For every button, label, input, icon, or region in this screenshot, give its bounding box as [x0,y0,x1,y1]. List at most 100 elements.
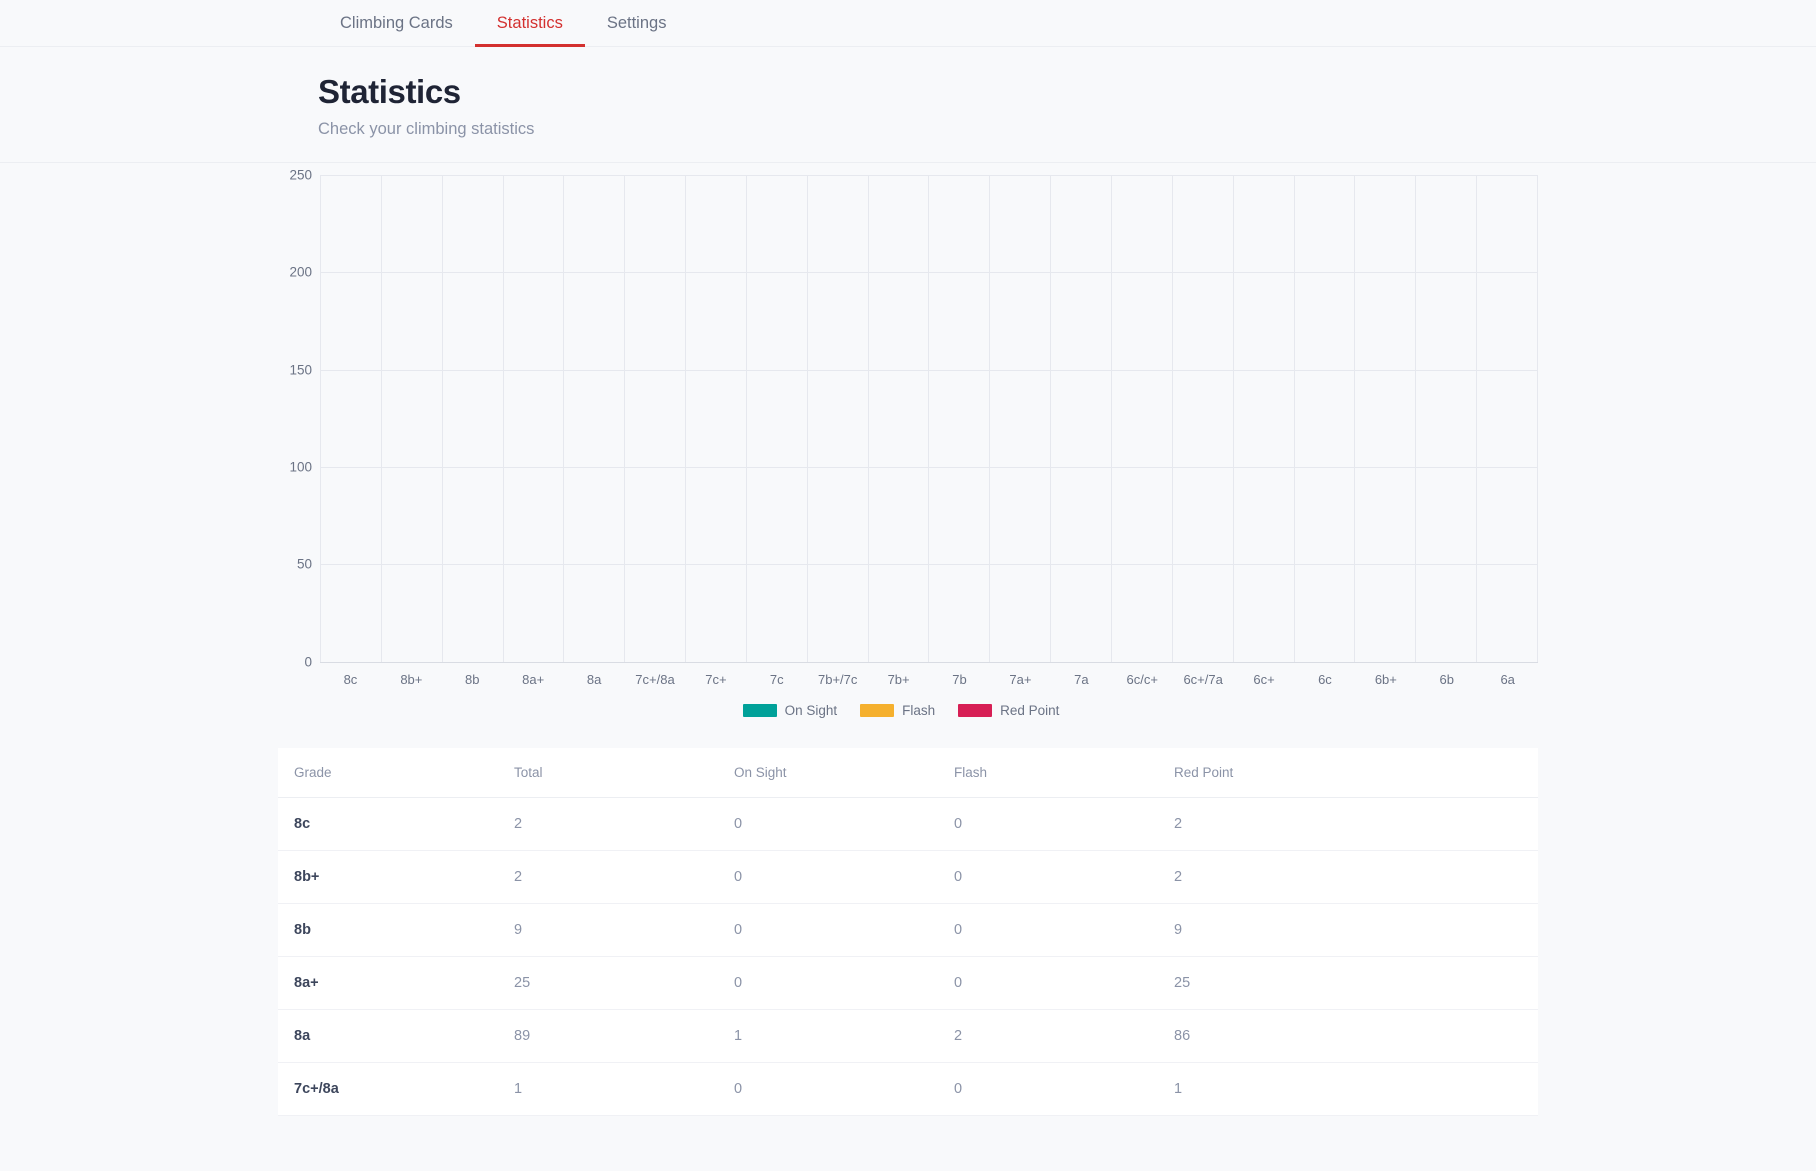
y-axis-tick-label: 50 [296,556,312,572]
column-header-total[interactable]: Total [498,747,718,798]
chart-plot-area: 0 50 100 150 200 250 [289,167,1538,669]
table-row[interactable]: 8b+ 2 0 0 2 [278,850,1538,904]
statistics-chart: 0 50 100 150 200 250 8c 8b+ 8b 8a+ 8a 7c+/8a 7c+ 7c 7… [278,163,1538,718]
cell-on-sight: 0 [718,850,938,904]
column-header-on-sight[interactable]: On Sight [718,747,938,798]
statistics-table-card: Grade Total On Sight Flash Red Point 8c 2 0 0 2 8… [278,747,1538,1116]
cell-red-point: 9 [1158,903,1538,957]
chart-column [867,174,929,662]
x-axis-tick-label: 6b [1439,671,1454,687]
cell-grade: 8c [278,797,498,851]
chart-column [1354,174,1415,662]
chart-column [1050,174,1111,662]
x-axis-tick-label: 8b+ [400,671,423,687]
table-row[interactable]: 8c 2 0 0 2 [278,797,1538,851]
y-axis-tick-label: 150 [289,362,312,378]
cell-red-point: 86 [1158,1009,1538,1063]
chart-legend: On Sight Flash Red Point [278,703,1538,718]
cell-grade: 8a [278,1009,498,1063]
cell-total: 1 [498,1062,718,1116]
tab-climbing-cards[interactable]: Climbing Cards [318,14,475,48]
cell-grade: 8a+ [278,956,498,1010]
legend-label: On Sight [784,702,838,718]
chart-column [563,174,624,662]
x-axis-tick-label: 6c [1318,671,1332,687]
cell-total: 2 [498,850,718,904]
cell-grade: 8b+ [278,850,498,904]
chart-column [1476,174,1538,662]
x-axis-tick-label: 7b+/7c [818,671,858,687]
chart-column [1110,174,1172,662]
cell-red-point: 25 [1158,956,1538,1010]
cell-flash: 0 [938,903,1158,957]
chart-column [624,174,685,662]
y-axis-tick-label: 200 [289,264,312,280]
chart-column [745,174,807,662]
legend-label: Flash [902,702,936,718]
column-header-grade[interactable]: Grade [278,747,498,798]
legend-swatch [742,703,777,717]
y-axis-tick-label: 250 [289,167,312,183]
chart-column [806,174,868,662]
x-axis-tick-label: 7c+/8a [635,671,675,687]
legend-item-red-point[interactable]: Red Point [958,703,1059,718]
x-axis-tick-label: 6c/c+ [1126,671,1158,687]
x-axis-tick-label: 7c [769,671,784,687]
page-content: 0 50 100 150 200 250 8c 8b+ 8b 8a+ 8a 7c+/8a 7c+ 7c 7… [0,162,1816,1171]
cell-flash: 0 [938,1062,1158,1116]
cell-grade: 7c+/8a [278,1062,498,1116]
chart-column [320,174,381,662]
x-axis-tick-label: 7b+ [887,671,910,687]
cell-on-sight: 0 [718,797,938,851]
chart-column [502,174,564,662]
cell-flash: 0 [938,850,1158,904]
x-axis-tick-label: 8b [465,671,480,687]
table-row[interactable]: 7c+/8a 1 0 0 1 [278,1062,1538,1116]
table-header: Grade Total On Sight Flash Red Point [278,747,1538,798]
chart-column [989,174,1050,662]
cell-total: 89 [498,1009,718,1063]
tab-statistics[interactable]: Statistics [474,14,585,47]
table-row[interactable]: 8a+ 25 0 0 25 [278,956,1538,1010]
cell-red-point: 1 [1158,1062,1538,1116]
x-axis-tick-label: 8a [586,671,602,687]
y-axis-tick-label: 100 [289,459,312,475]
x-axis-tick-label: 6b+ [1374,671,1397,687]
legend-swatch [860,703,895,717]
cell-red-point: 2 [1158,797,1538,851]
x-axis-tick-label: 6c+ [1253,671,1275,687]
chart-column [380,174,442,662]
cell-on-sight: 0 [718,956,938,1010]
chart-x-axis: 8c 8b+ 8b 8a+ 8a 7c+/8a 7c+ 7c 7b+/7c 7b+ 7b 7a+ 7a 6… [320,672,1538,687]
cell-on-sight: 0 [718,1062,938,1116]
column-header-flash[interactable]: Flash [938,747,1158,798]
page-subtitle: Check your climbing statistics [318,119,535,138]
page-header: Statistics Check your climbing statistic… [0,47,1816,163]
chart-column [1293,174,1355,662]
tab-settings[interactable]: Settings [585,14,689,48]
chart-column [441,174,503,662]
x-axis-tick-label: 6a [1500,671,1515,687]
cell-red-point: 2 [1158,850,1538,904]
column-header-red-point[interactable]: Red Point [1158,747,1538,798]
legend-swatch [958,703,993,717]
x-axis-tick-label: 7b [952,671,967,687]
x-axis-tick-label: 7c+ [705,671,727,687]
chart-bars [320,174,1538,662]
table-row[interactable]: 8b 9 0 0 9 [278,903,1538,957]
legend-item-flash[interactable]: Flash [860,703,935,718]
legend-item-on-sight[interactable]: On Sight [742,702,838,718]
chart-column [928,174,989,662]
cell-total: 2 [498,797,718,851]
page-title: Statistics [318,73,461,110]
chart-column [1171,174,1233,662]
table-row[interactable]: 8a 89 1 2 86 [278,1009,1538,1063]
cell-on-sight: 1 [718,1009,938,1063]
table-body: 8c 2 0 0 2 8b+ 2 0 0 2 8b 9 0 0 9 8a+ 25 0 0 25 8a 89 1 2 86 7c+/… [278,797,1538,1116]
x-axis-tick-label: 8c [343,671,358,687]
main-tab-bar: Climbing Cards Statistics Settings [0,0,1816,47]
cell-flash: 0 [938,956,1158,1010]
cell-total: 9 [498,903,718,957]
chart-column [685,174,746,662]
table-header-row: Grade Total On Sight Flash Red Point [278,747,1538,798]
